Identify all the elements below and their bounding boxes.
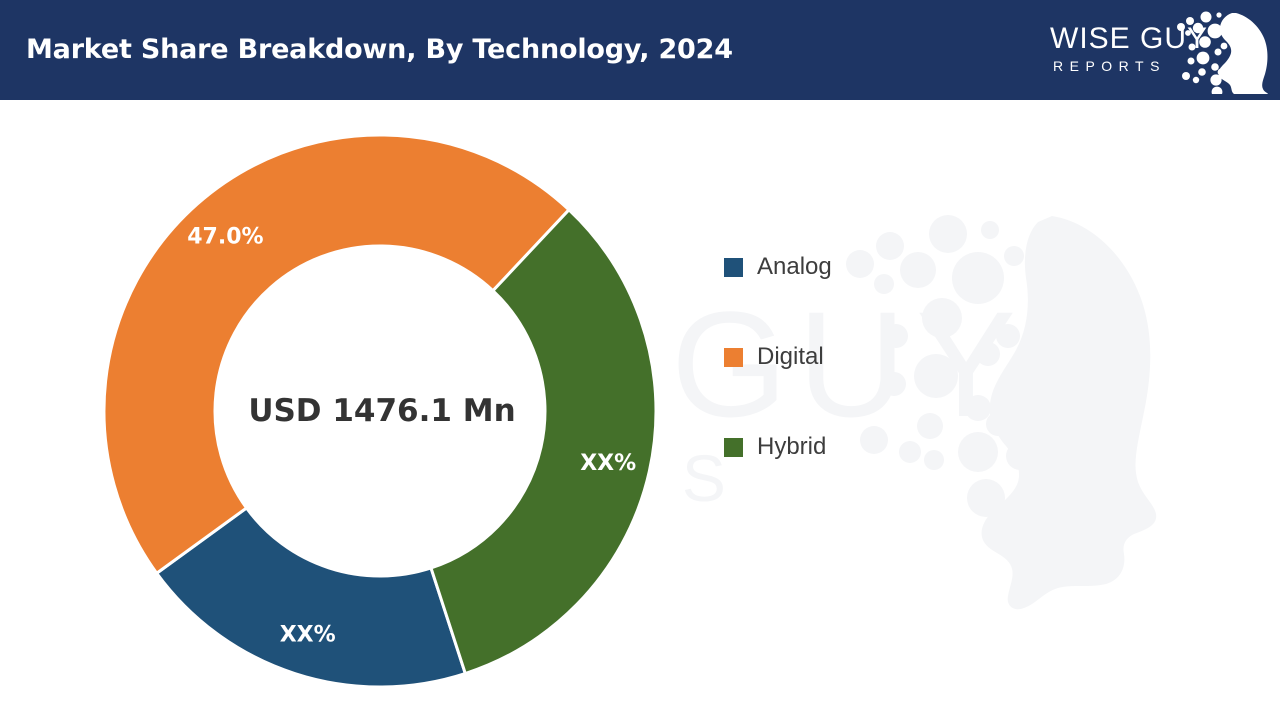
pie-slices-group [102,133,658,689]
donut-center-total: USD 1476.1 Mn [248,393,515,429]
donut-chart-svg: XX% 47.0% XX% USD 1476.1 Mn [102,133,658,689]
page-title: Market Share Breakdown, By Technology, 2… [26,34,733,65]
legend-label-digital: Digital [757,343,824,370]
slice-label-digital: 47.0% [187,225,263,250]
logo-head-icon [1177,11,1268,94]
legend-label-hybrid: Hybrid [757,433,827,460]
chart-legend: Analog Digital Hybrid [724,252,914,472]
legend-item-hybrid[interactable]: Hybrid [724,432,826,462]
slice-label-hybrid: XX% [580,451,636,476]
legend-label-analog: Analog [757,253,832,280]
slice-label-analog: XX% [280,622,336,647]
legend-swatch-analog [724,257,743,277]
legend-swatch-hybrid [724,437,743,457]
legend-swatch-digital [724,347,743,367]
legend-item-digital[interactable]: Digital [724,342,824,372]
donut-chart: XX% 47.0% XX% USD 1476.1 Mn [0,100,720,720]
header-bar: Market Share Breakdown, By Technology, 2… [0,0,1280,100]
donut-hole [215,246,545,576]
legend-item-analog[interactable]: Analog [724,252,832,282]
brand-logo[interactable]: WISE GUY REPORTS [1026,6,1272,94]
logo-subwordmark: REPORTS [1053,58,1166,74]
